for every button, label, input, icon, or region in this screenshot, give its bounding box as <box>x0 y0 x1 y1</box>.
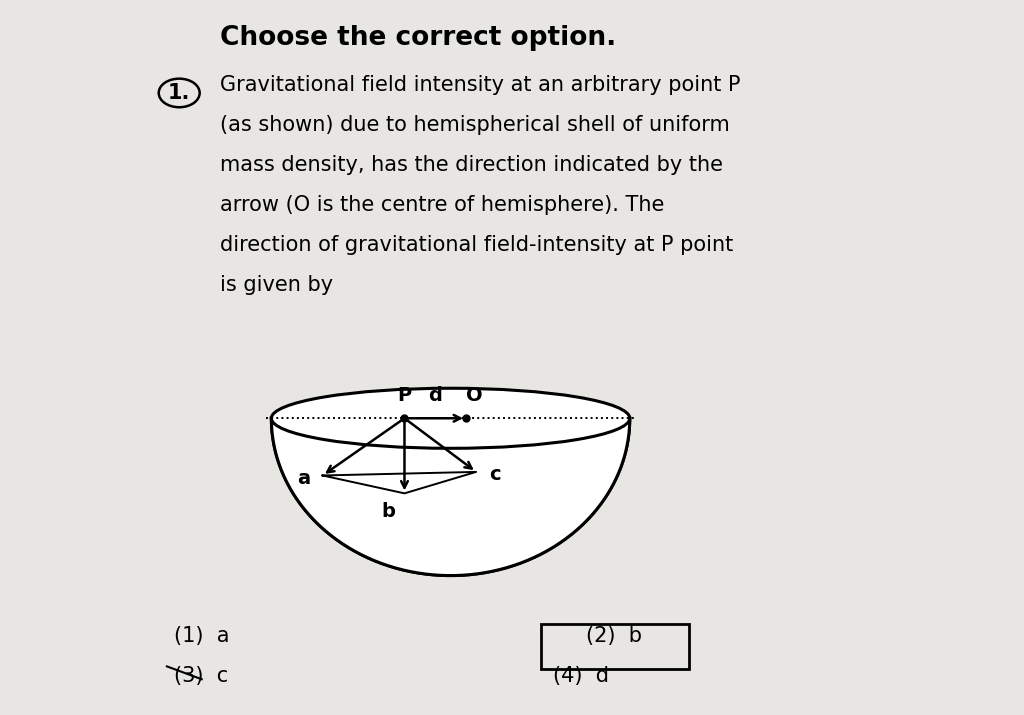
Text: (4)  d: (4) d <box>553 666 609 686</box>
Text: (as shown) due to hemispherical shell of uniform: (as shown) due to hemispherical shell of… <box>220 115 730 135</box>
Text: c: c <box>488 465 501 484</box>
Ellipse shape <box>271 388 630 448</box>
Text: 1.: 1. <box>168 83 190 103</box>
Text: P: P <box>397 386 412 405</box>
Text: mass density, has the direction indicated by the: mass density, has the direction indicate… <box>220 155 723 175</box>
Text: is given by: is given by <box>220 275 333 295</box>
Text: O: O <box>466 386 482 405</box>
Text: a: a <box>298 469 310 488</box>
Text: b: b <box>381 502 395 521</box>
Text: arrow (O is the centre of hemisphere). The: arrow (O is the centre of hemisphere). T… <box>220 195 665 215</box>
Polygon shape <box>271 418 630 576</box>
Text: Choose the correct option.: Choose the correct option. <box>220 25 616 51</box>
Text: (3)  c: (3) c <box>174 666 228 686</box>
Text: (2)  b: (2) b <box>587 626 642 646</box>
Text: direction of gravitational field-intensity at P point: direction of gravitational field-intensi… <box>220 235 733 255</box>
Text: (1)  a: (1) a <box>174 626 229 646</box>
Bar <box>541 624 689 669</box>
Text: d: d <box>428 386 442 405</box>
Text: Gravitational field intensity at an arbitrary point P: Gravitational field intensity at an arbi… <box>220 75 740 95</box>
